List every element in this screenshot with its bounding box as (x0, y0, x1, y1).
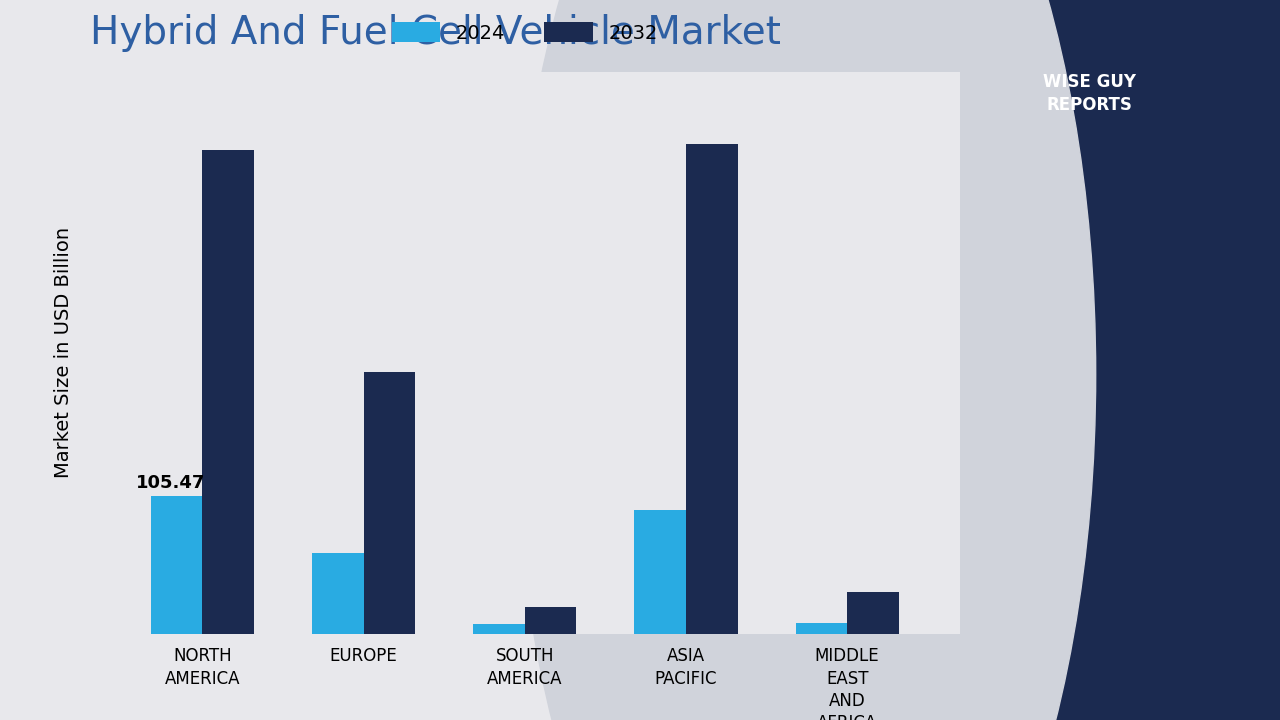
Bar (151, 496, 202, 634)
Text: WISE GUY
REPORTS: WISE GUY REPORTS (1043, 73, 1137, 114)
Legend: 2024, 2032: 2024, 2032 (384, 14, 666, 50)
Bar (202, 150, 253, 634)
Circle shape (512, 0, 1096, 720)
Bar (364, 372, 415, 634)
Bar (686, 144, 737, 634)
Text: Hybrid And Fuel Cell Vehicle Market: Hybrid And Fuel Cell Vehicle Market (90, 14, 781, 53)
Bar (474, 624, 525, 634)
Text: 105.47: 105.47 (137, 474, 206, 492)
Bar (796, 623, 847, 634)
Bar (525, 608, 576, 634)
Y-axis label: Market Size in USD Billion: Market Size in USD Billion (54, 228, 73, 478)
Bar (847, 592, 899, 634)
Bar (312, 553, 364, 634)
Bar (635, 510, 686, 634)
